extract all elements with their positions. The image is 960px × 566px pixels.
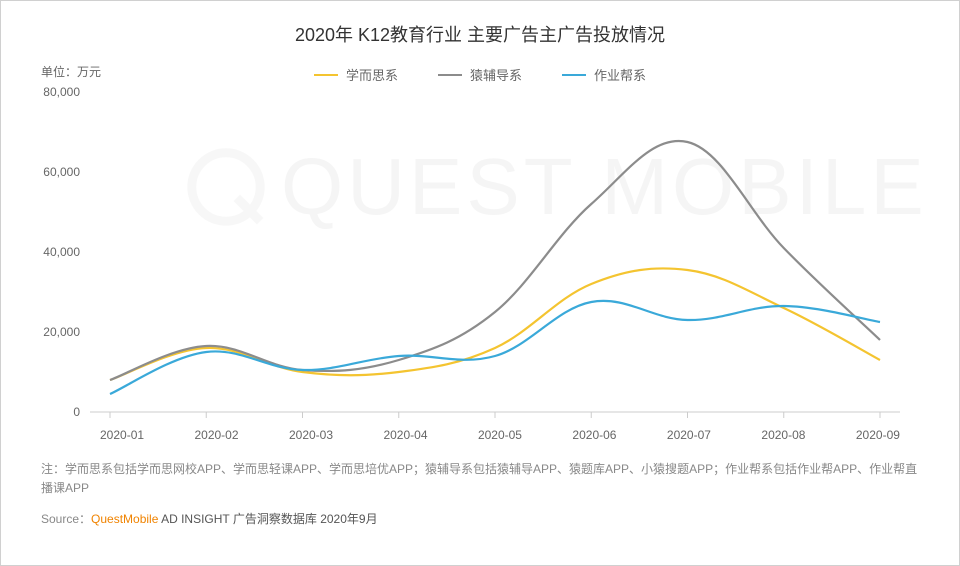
x-tick-label: 2020-08 bbox=[761, 428, 805, 442]
source-line: Source：QuestMobile AD INSIGHT 广告洞察数据库 20… bbox=[31, 510, 929, 527]
x-tick-label: 2020-01 bbox=[100, 428, 144, 442]
plot-area bbox=[90, 92, 900, 412]
y-tick-label: 40,000 bbox=[30, 245, 80, 259]
legend-label-s2: 猿辅导系 bbox=[470, 65, 522, 84]
x-tick-label: 2020-05 bbox=[478, 428, 522, 442]
series-line-s2 bbox=[110, 141, 880, 380]
chart-container: QUEST MOBILE 2020年 K12教育行业 主要广告主广告投放情况 单… bbox=[0, 0, 960, 566]
x-tick-label: 2020-06 bbox=[572, 428, 616, 442]
legend-label-s3: 作业帮系 bbox=[594, 65, 646, 84]
x-tick-label: 2020-09 bbox=[856, 428, 900, 442]
series-line-s1 bbox=[110, 268, 880, 380]
source-prefix: Source： bbox=[41, 512, 91, 526]
legend-swatch-s3 bbox=[562, 74, 586, 76]
legend-swatch-s2 bbox=[438, 74, 462, 76]
legend-swatch-s1 bbox=[314, 74, 338, 76]
y-tick-label: 60,000 bbox=[30, 165, 80, 179]
footnote: 注：学而思系包括学而思网校APP、学而思轻课APP、学而思培优APP；猿辅导系包… bbox=[31, 460, 929, 498]
chart-area: 020,00040,00060,00080,000 2020-012020-02… bbox=[40, 92, 920, 452]
legend-item-s1: 学而思系 bbox=[314, 65, 398, 84]
x-axis-labels: 2020-01 2020-02 2020-03 2020-04 2020-05 2020-… bbox=[100, 428, 900, 442]
x-axis-ticks bbox=[110, 412, 880, 418]
y-tick-label: 80,000 bbox=[30, 85, 80, 99]
y-tick-label: 0 bbox=[30, 405, 80, 419]
source-brand: QuestMobile bbox=[91, 512, 158, 526]
y-axis-labels: 020,00040,00060,00080,000 bbox=[30, 92, 80, 412]
legend-label-s1: 学而思系 bbox=[346, 65, 398, 84]
legend: 学而思系 猿辅导系 作业帮系 bbox=[31, 65, 929, 84]
x-tick-label: 2020-03 bbox=[289, 428, 333, 442]
x-tick-label: 2020-04 bbox=[383, 428, 427, 442]
x-tick-label: 2020-02 bbox=[194, 428, 238, 442]
unit-label: 单位：万元 bbox=[41, 63, 101, 80]
chart-title: 2020年 K12教育行业 主要广告主广告投放情况 bbox=[31, 21, 929, 47]
plot-svg bbox=[90, 92, 900, 412]
legend-item-s2: 猿辅导系 bbox=[438, 65, 522, 84]
legend-item-s3: 作业帮系 bbox=[562, 65, 646, 84]
source-detail: AD INSIGHT 广告洞察数据库 2020年9月 bbox=[158, 512, 377, 526]
x-tick-label: 2020-07 bbox=[667, 428, 711, 442]
y-tick-label: 20,000 bbox=[30, 325, 80, 339]
series-lines bbox=[110, 141, 880, 394]
